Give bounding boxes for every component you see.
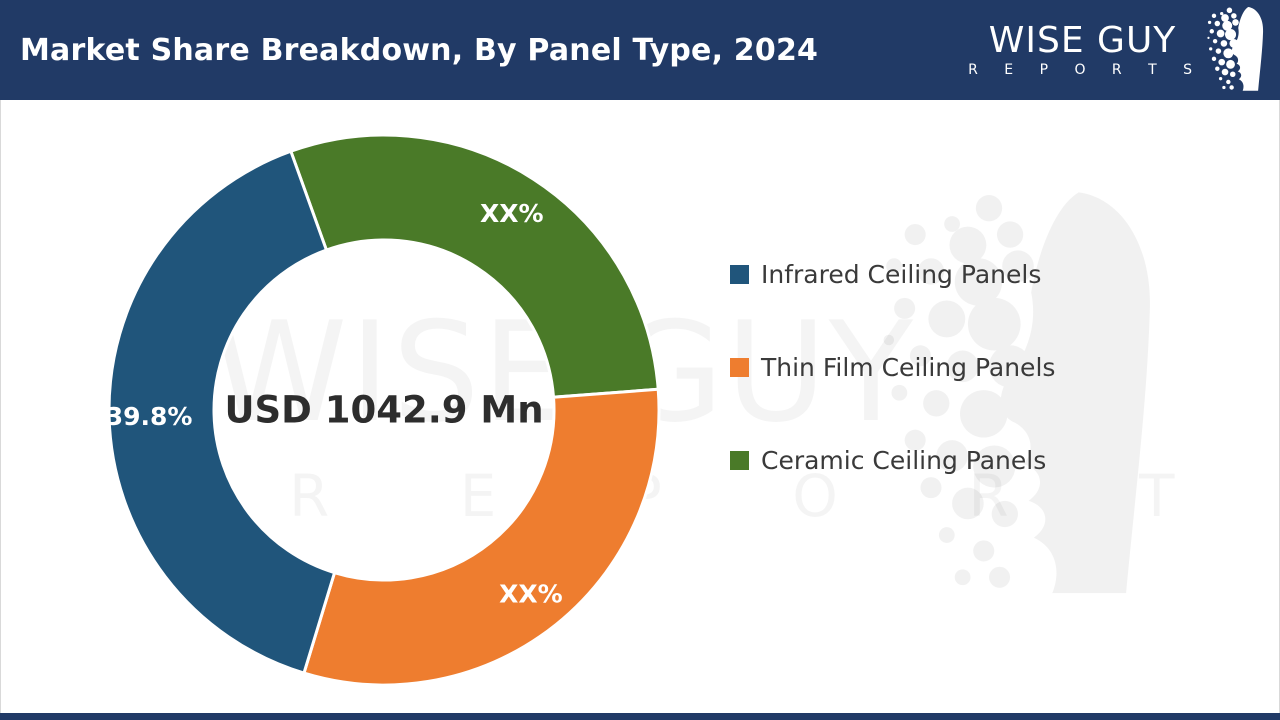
legend-item: Infrared Ceiling Panels bbox=[730, 260, 1055, 289]
footer-bar bbox=[0, 713, 1280, 720]
chart-legend: Infrared Ceiling Panels Thin Film Ceiling… bbox=[730, 260, 1055, 475]
legend-swatch bbox=[730, 358, 749, 377]
donut-chart: XX% XX% 39.8% bbox=[106, 133, 661, 687]
logo-wordmark: WISE GUY bbox=[988, 20, 1177, 61]
donut-segment-0 bbox=[288, 133, 660, 399]
segment-value-label: XX% bbox=[480, 199, 544, 228]
legend-swatch bbox=[730, 265, 749, 284]
legend-item: Thin Film Ceiling Panels bbox=[730, 353, 1055, 382]
dotted-head-profile-icon bbox=[1207, 7, 1264, 91]
segment-value-label: 39.8% bbox=[106, 402, 193, 431]
logo-subtitle: R E P O R T S bbox=[968, 62, 1203, 78]
header-bar: Market Share Breakdown, By Panel Type, 2… bbox=[0, 0, 1280, 100]
page-title: Market Share Breakdown, By Panel Type, 2… bbox=[20, 32, 819, 68]
donut-segment-2 bbox=[107, 149, 337, 675]
legend-swatch bbox=[730, 451, 749, 470]
legend-label: Infrared Ceiling Panels bbox=[761, 260, 1042, 289]
legend-label: Thin Film Ceiling Panels bbox=[761, 353, 1056, 382]
chart-center-value: USD 1042.9 Mn bbox=[224, 388, 544, 432]
segment-value-label: XX% bbox=[499, 579, 563, 608]
legend-item: Ceramic Ceiling Panels bbox=[730, 446, 1055, 475]
wise-guy-reports-logo: WISE GUY R E P O R T S bbox=[962, 0, 1266, 100]
chart-area: WISE GUY R E P O R T S XX%XX%39.8% USD 1… bbox=[0, 100, 1280, 713]
logo-text: WISE GUY R E P O R T S bbox=[962, 20, 1203, 78]
legend-label: Ceramic Ceiling Panels bbox=[761, 446, 1047, 475]
donut-segment-1 bbox=[302, 387, 661, 687]
